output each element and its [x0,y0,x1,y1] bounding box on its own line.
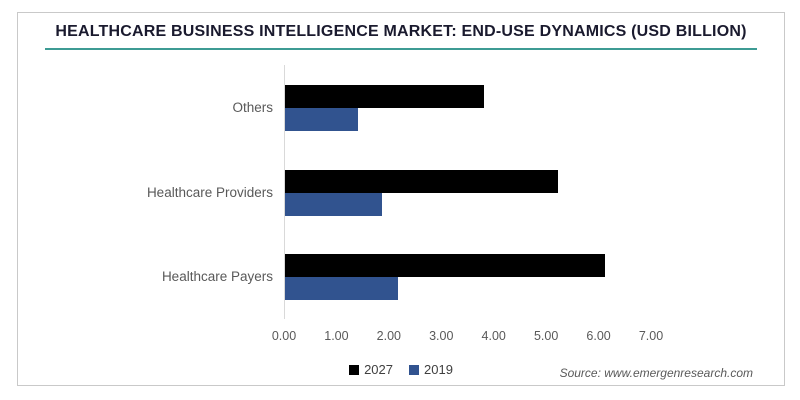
legend-label: 2027 [364,362,393,377]
chart-card: HEALTHCARE BUSINESS INTELLIGENCE MARKET:… [17,12,785,386]
chart-title: HEALTHCARE BUSINESS INTELLIGENCE MARKET:… [55,23,747,40]
x-axis-tick-label: 1.00 [324,329,349,343]
category-label: Others [232,100,273,116]
category-label: Healthcare Providers [146,184,273,200]
title-underline [45,48,757,50]
category-label: Healthcare Payers [161,268,273,284]
bar-2019 [285,276,398,300]
x-axis-tick-label: 5.00 [533,329,559,343]
x-axis-tick-label: 3.00 [429,329,454,343]
bar-2027 [285,169,558,193]
legend-label: 2019 [424,362,453,377]
bar-2019 [285,108,359,132]
legend-swatch [409,364,419,375]
bar-2027 [285,253,605,277]
x-axis-tick-label: 7.00 [638,329,664,343]
legend-item-2019: 2019 [409,362,453,377]
y-axis-line [284,65,285,319]
legend-swatch [349,364,360,375]
x-axis-tick-label: 6.00 [586,329,611,343]
bar-2027 [285,85,485,109]
x-axis-tick-label: 4.00 [481,329,506,343]
bar-2019 [285,192,382,216]
x-axis-tick-label: 2.00 [376,329,402,343]
source-text: Source: www.emergenresearch.com [559,366,753,380]
bar-chart: Others Healthcare Providers Healthcare Pay… [18,13,784,385]
legend: 2027 2019 [18,362,784,377]
x-axis-tick-label: 0.00 [271,329,297,343]
legend-item-2027: 2027 [349,362,393,377]
